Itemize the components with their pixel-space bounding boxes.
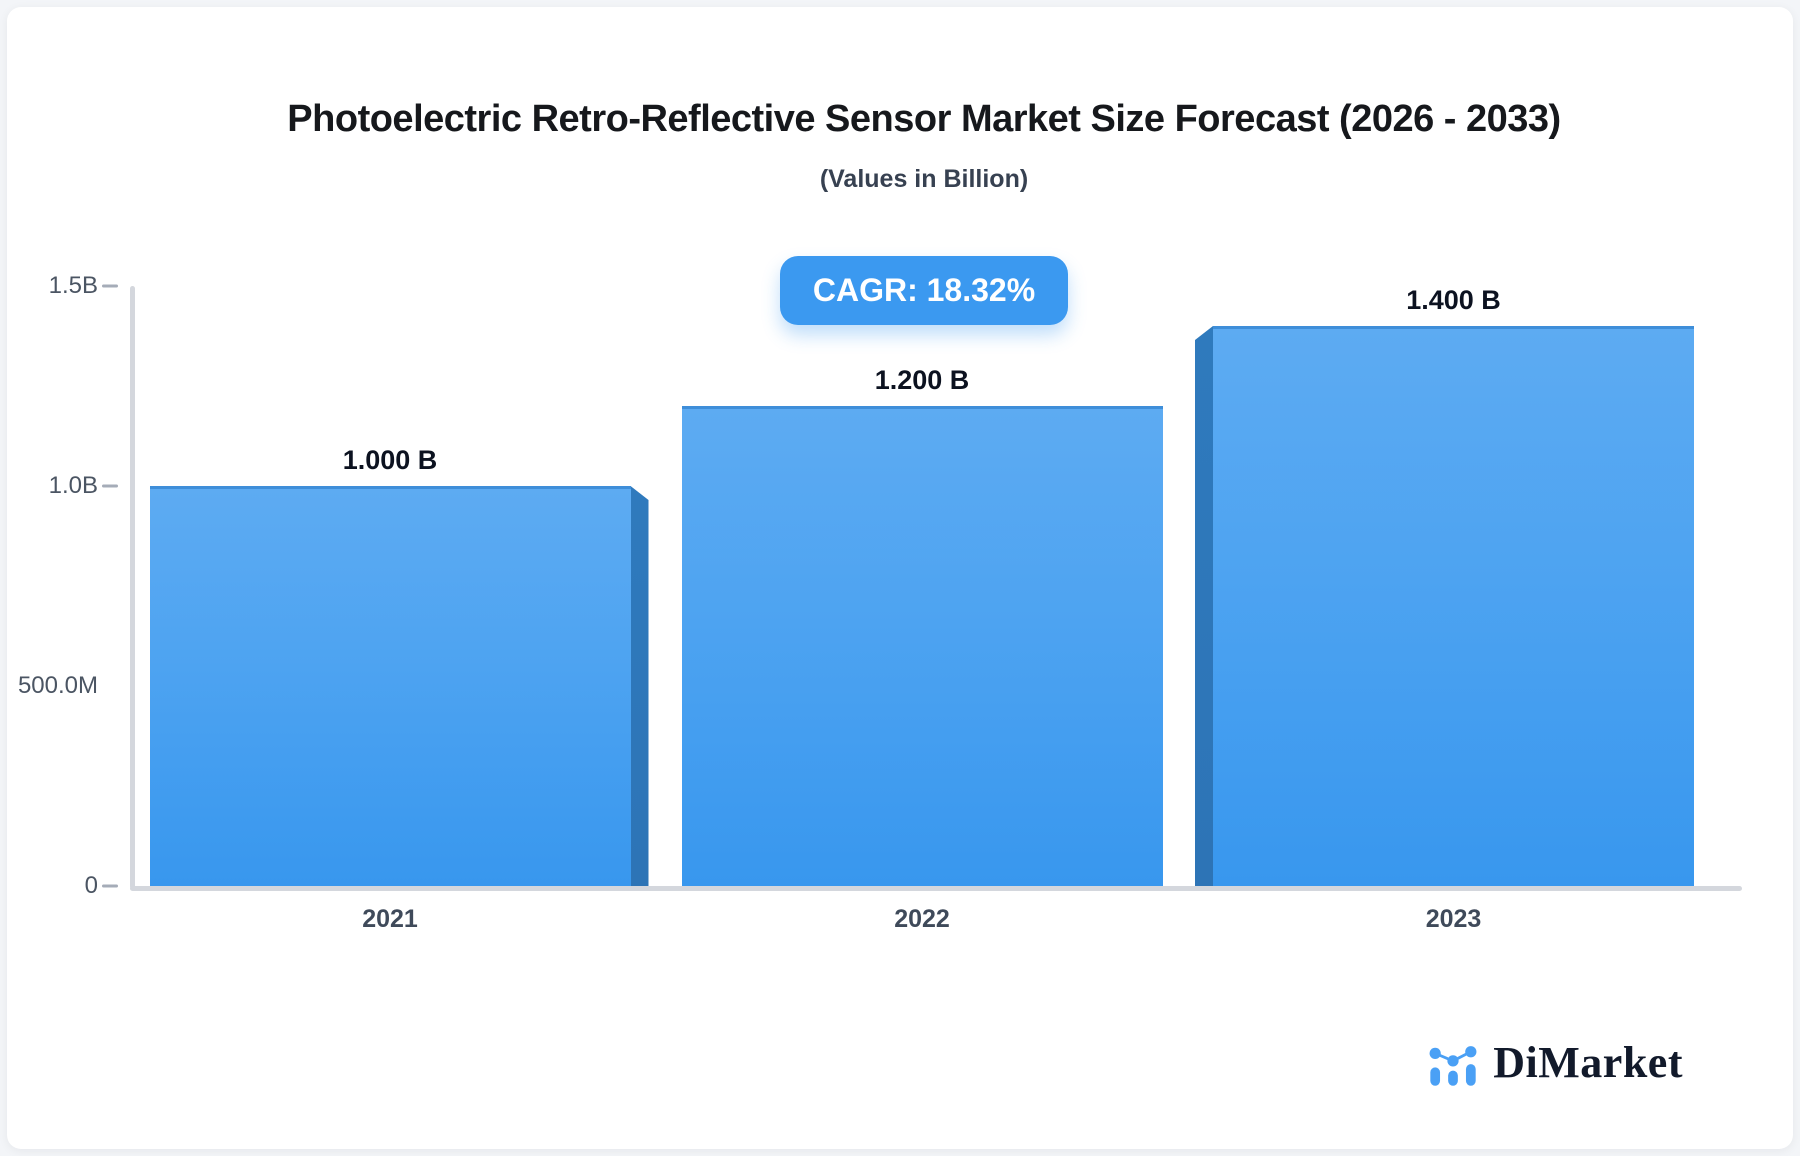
- y-tick-label: 0: [84, 872, 98, 899]
- brand-logo: DiMarket: [1426, 1035, 1683, 1089]
- bar-value-label: 1.000 B: [342, 445, 438, 475]
- y-tick-label: 1.5B: [48, 272, 98, 299]
- cagr-badge: CAGR: 18.32%: [780, 256, 1068, 325]
- x-category-label: 2022: [894, 905, 950, 933]
- y-tick-label: 500.0M: [17, 672, 98, 699]
- bar-value-label: 1.200 B: [874, 365, 970, 395]
- y-tick-dash: [102, 284, 118, 288]
- x-axis-line: [130, 886, 1742, 891]
- chart-subtitle: (Values in Billion): [819, 165, 1029, 193]
- y-tick-label: 1.0B: [48, 472, 98, 499]
- chart-title: Photoelectric Retro-Reflective Sensor Ma…: [287, 98, 1561, 140]
- x-category-label: 2023: [1425, 905, 1482, 933]
- y-axis-line: [130, 286, 135, 889]
- bar-3d-side-panel: [630, 486, 649, 886]
- y-tick-dash: [102, 884, 118, 888]
- bar-value-label: 1.400 B: [1406, 285, 1501, 315]
- mini-bar-line-chart-icon: [1429, 1046, 1477, 1086]
- y-tick-dash: [102, 484, 118, 488]
- bar-2022: [681, 406, 1163, 886]
- chart-card: Photoelectric Retro-Reflective Sensor Ma…: [7, 7, 1793, 1149]
- bar-2021: [149, 486, 631, 886]
- x-category-label: 2021: [362, 905, 418, 933]
- bar-3d-side-panel: [1195, 326, 1213, 886]
- brand-name: DiMarket: [1493, 1037, 1683, 1087]
- bar-2023: [1213, 326, 1694, 886]
